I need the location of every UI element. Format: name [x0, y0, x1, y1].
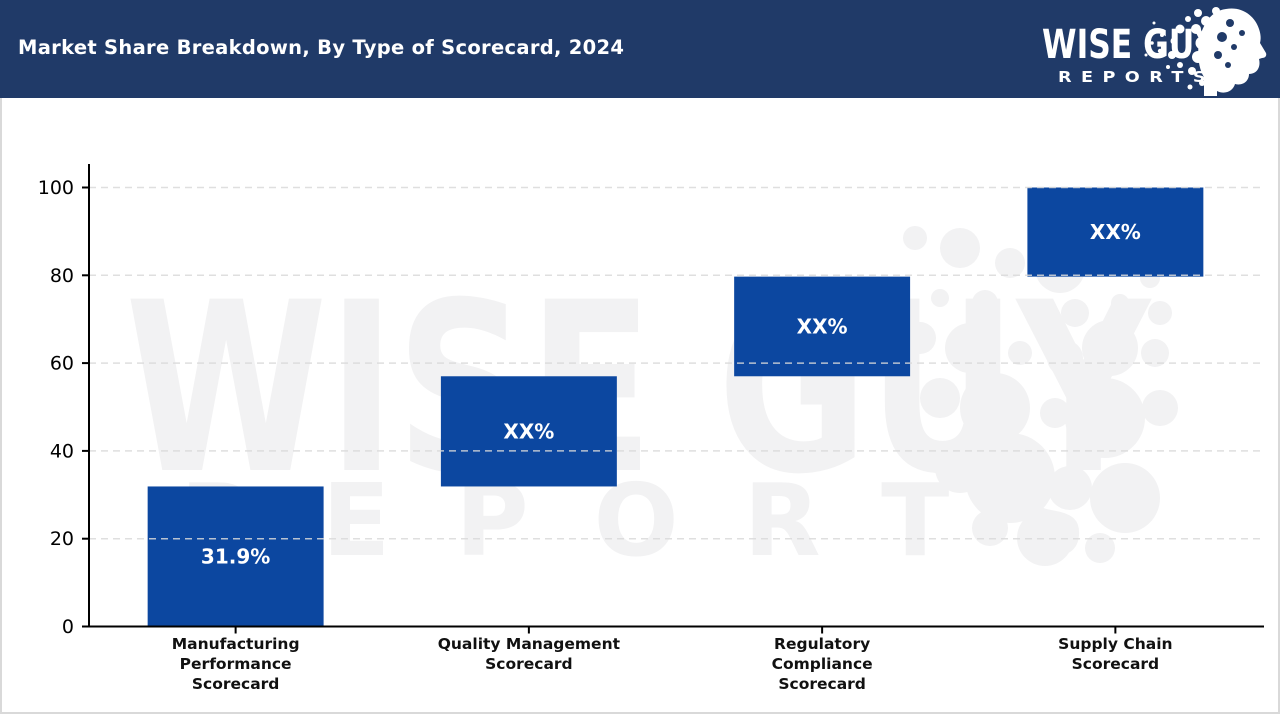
watermark-dot [965, 433, 1055, 523]
watermark-dot [1040, 398, 1070, 428]
watermark-dot [1141, 339, 1169, 367]
watermark-dot [940, 228, 980, 268]
x-category-label: Quality Management [438, 635, 621, 653]
bar-value-label: XX% [503, 419, 554, 443]
watermark-dot [931, 289, 949, 307]
x-category-label: Scorecard [485, 655, 573, 673]
watermark-dot [945, 323, 995, 373]
wise-guy-logo: WISE GUY REPORTS [1042, 7, 1267, 97]
bar-value-label: 31.9% [201, 544, 270, 568]
x-category-label: Supply Chain [1058, 635, 1172, 653]
header-bar: Market Share Breakdown, By Type of Score… [0, 0, 1280, 98]
x-category-label: Compliance [772, 655, 873, 673]
x-category-label: Manufacturing [172, 635, 300, 653]
waterfall-bar [440, 376, 617, 487]
head-inner-dots [1214, 19, 1245, 68]
watermark-dotted-head-icon [903, 226, 1178, 566]
watermark-dot [972, 290, 998, 316]
x-category-label: Regulatory [774, 635, 870, 653]
y-tick-label: 80 [50, 265, 74, 287]
watermark-dot [1048, 466, 1092, 510]
watermark-dot [904, 322, 936, 354]
watermark-dot [1017, 510, 1073, 566]
watermark-dot [995, 248, 1025, 278]
watermark-dot [920, 378, 960, 418]
x-category-label: Scorecard [778, 675, 866, 693]
x-category-label: Scorecard [1072, 655, 1160, 673]
y-tick-label: 0 [62, 616, 74, 638]
watermark-dot [1082, 320, 1138, 376]
bar-value-label: XX% [797, 314, 848, 338]
watermark-dot [1085, 533, 1115, 563]
waterfall-bar [734, 276, 911, 377]
y-tick-label: 20 [50, 528, 74, 550]
y-tick-label: 60 [50, 353, 74, 375]
dotted-head-icon [1144, 7, 1267, 97]
bar-value-label: XX% [1090, 220, 1141, 244]
waterfall-bar [147, 486, 324, 627]
logo-subtext: REPORTS [1058, 68, 1215, 86]
waterfall-bar [1027, 187, 1204, 277]
x-category-label: Performance [180, 655, 292, 673]
y-tick-label: 40 [50, 440, 74, 462]
watermark-dot [903, 226, 927, 250]
watermark-dot [1061, 299, 1089, 327]
logo-wordmark: WISE GUY [1042, 22, 1218, 68]
chart-area: WISE GUYREPORTS31.9%XX%XX%XX%02040608010… [38, 164, 1264, 693]
watermark-dot [1148, 301, 1172, 325]
watermark-subtext: REPORTS [180, 462, 1151, 579]
watermark-dot [1047, 340, 1083, 376]
chart-title: Market Share Breakdown, By Type of Score… [18, 36, 625, 59]
watermark-dot [972, 510, 1008, 546]
watermark-dot [1065, 378, 1145, 458]
watermark-dot [960, 373, 1030, 443]
watermark-dot [1111, 294, 1129, 312]
watermark-dot [1142, 390, 1178, 426]
x-category-label: Scorecard [192, 675, 280, 693]
watermark-dot [1008, 341, 1032, 365]
watermark-dot [1022, 300, 1038, 316]
y-tick-label: 100 [38, 177, 74, 199]
watermark-dot [1090, 463, 1160, 533]
